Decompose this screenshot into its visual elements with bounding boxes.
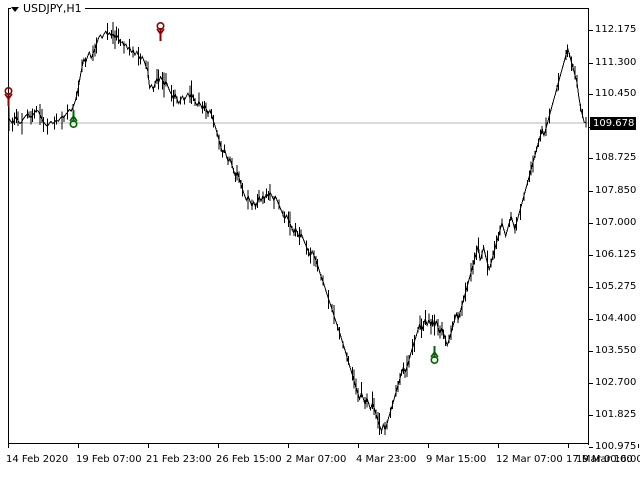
price-line-series [9,22,587,435]
price-axis-label: 105.275 [595,281,637,292]
price-axis-tick [589,319,593,320]
price-axis-tick [589,447,593,448]
time-axis-label: 21 Feb 23:00 [146,454,212,465]
price-axis-label: 110.450 [595,88,637,99]
price-axis-tick [589,415,593,416]
sell-arrow[interactable] [3,87,14,107]
time-axis-label: 12 Mar 07:00 [496,454,563,465]
time-axis-label: 17 Mar 00:00 [566,454,633,465]
price-axis-tick [589,287,593,288]
time-axis[interactable]: 14 Feb 2020 19 Feb 07:00 21 Feb 23:00 26 Fe… [0,444,640,480]
chevron-down-icon[interactable] [11,7,19,12]
price-axis-tick [589,191,593,192]
price-axis-label: 100.975 [595,441,637,452]
time-axis-label: 4 Mar 23:00 [356,454,417,465]
time-axis-tick [78,444,79,448]
price-axis-tick [589,255,593,256]
sell-arrow[interactable] [155,22,166,42]
price-axis-label: 101.825 [595,409,637,420]
price-axis-label: 106.125 [595,249,637,260]
price-axis-tick [589,63,593,64]
price-axis-label: 107.850 [595,185,637,196]
price-axis-tick [589,383,593,384]
price-axis[interactable]: 112.175111.300110.450109.575108.725107.8… [589,0,640,480]
time-axis-label: 9 Mar 15:00 [426,454,487,465]
price-axis-label: 111.300 [595,57,637,68]
chart-frame [8,8,588,444]
symbol-selector[interactable]: USDJPY,H1 [11,3,85,15]
price-axis-label: 112.175 [595,24,637,35]
time-axis-tick [8,444,9,448]
price-axis-tick [589,94,593,95]
buy-arrow[interactable] [429,345,440,365]
price-axis-line [588,8,589,445]
price-axis-label: 103.550 [595,345,637,356]
buy-arrow[interactable] [68,109,79,129]
price-axis-tick [589,30,593,31]
time-axis-tick [498,444,499,448]
price-axis-label: 108.725 [595,152,637,163]
price-axis-tick [589,351,593,352]
time-axis-tick [428,444,429,448]
price-axis-label: 107.000 [595,217,637,228]
time-axis-tick [288,444,289,448]
time-axis-label: 2 Mar 07:00 [286,454,347,465]
time-axis-tick [568,444,569,448]
current-price-badge: 109.678 [590,117,637,130]
price-axis-label: 104.400 [595,313,637,324]
time-axis-label: 19 Mar 16:00 [576,454,640,465]
time-axis-label: 14 Feb 2020 [6,454,69,465]
price-chart-svg [9,22,588,435]
price-axis-label: 102.700 [595,377,637,388]
time-axis-label: 19 Feb 07:00 [76,454,142,465]
time-axis-tick [148,444,149,448]
time-axis-tick [358,444,359,448]
time-axis-tick [218,444,219,448]
price-axis-tick [589,158,593,159]
price-axis-tick [589,223,593,224]
price-plot-area[interactable] [9,9,588,435]
symbol-label: USDJPY,H1 [23,2,82,15]
time-axis-label: 26 Feb 15:00 [216,454,282,465]
time-axis-tick [638,444,639,448]
